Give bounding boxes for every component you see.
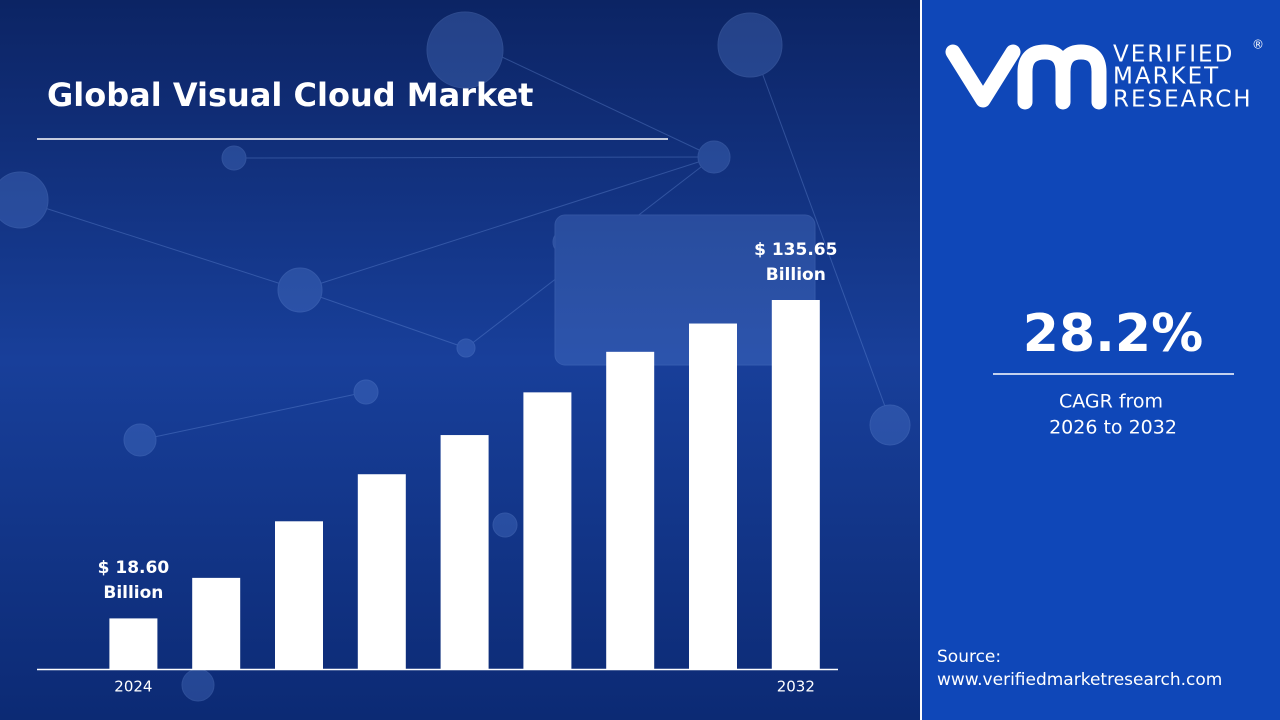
bar bbox=[440, 435, 489, 669]
logo-mark bbox=[945, 44, 1107, 110]
source-label: Source: bbox=[937, 647, 1001, 667]
brand-line: RESEARCH bbox=[1113, 87, 1253, 113]
bar bbox=[771, 300, 820, 669]
cagr-value: 28.2% bbox=[1023, 304, 1203, 364]
x-tick-label: 2024 bbox=[114, 678, 152, 696]
side-panel bbox=[922, 0, 1280, 720]
bar bbox=[275, 521, 323, 669]
cagr-label: CAGR from bbox=[1059, 391, 1163, 413]
source-url: www.verifiedmarketresearch.com bbox=[937, 670, 1222, 690]
x-tick-label: 2032 bbox=[777, 678, 815, 696]
value-label: $ 18.60 Billion bbox=[97, 558, 170, 604]
value-label: $ 135.65 Billion bbox=[754, 240, 838, 285]
bar bbox=[689, 323, 737, 669]
brand-mark: ® bbox=[1252, 38, 1264, 52]
bar bbox=[523, 392, 572, 669]
bar bbox=[606, 351, 655, 669]
decoration bbox=[0, 11, 911, 702]
brand-line: VERIFIED bbox=[1113, 42, 1234, 68]
bar bbox=[357, 474, 406, 669]
brand-line: MARKET bbox=[1113, 64, 1220, 90]
chart-title: Global Visual Cloud Market bbox=[47, 76, 533, 114]
bar bbox=[109, 618, 158, 669]
cagr-label: 2026 to 2032 bbox=[1049, 417, 1177, 439]
bar bbox=[192, 577, 241, 669]
